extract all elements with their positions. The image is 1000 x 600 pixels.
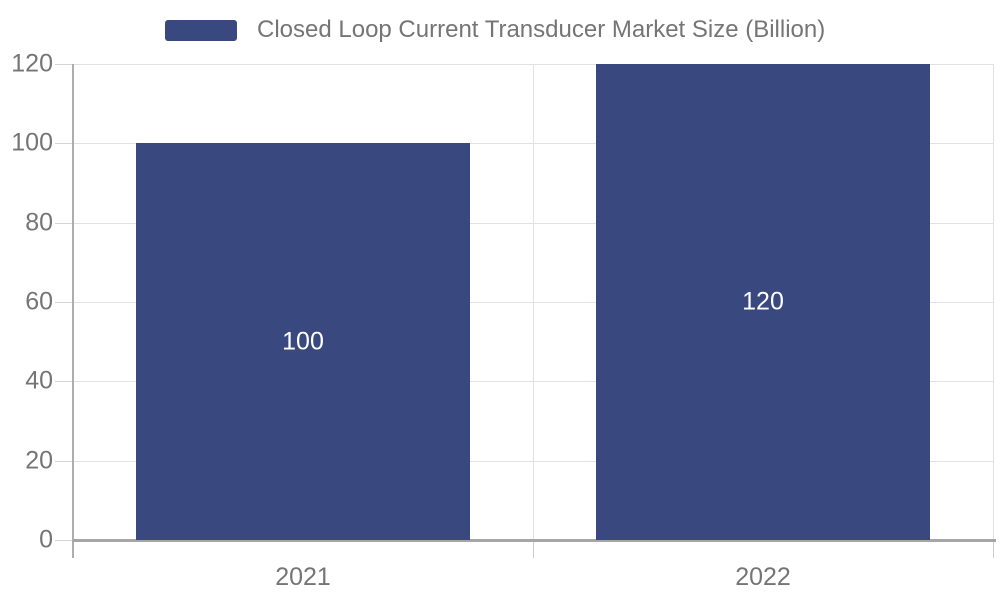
y-axis-tick: [55, 540, 73, 541]
legend-swatch[interactable]: [165, 19, 237, 41]
bar-value-label: 100: [282, 327, 324, 356]
y-axis-tick: [55, 143, 73, 145]
y-axis-tick: [55, 64, 73, 65]
y-tick-label: 20: [25, 446, 53, 475]
y-axis-tick: [55, 222, 73, 224]
y-tick-label: 80: [25, 208, 53, 237]
x-axis-tick: [993, 540, 994, 558]
bar-2022: [596, 64, 930, 540]
legend-label[interactable]: Closed Loop Current Transducer Market Si…: [257, 16, 826, 43]
y-axis-line: [72, 64, 74, 558]
x-axis-label: 2021: [275, 563, 331, 591]
bar-value-label: 120: [742, 287, 784, 316]
bar-2021: [136, 143, 470, 540]
x-axis-tick: [533, 540, 534, 558]
y-axis-tick: [55, 381, 73, 383]
y-axis-tick: [55, 460, 73, 462]
x-gridline: [993, 64, 994, 540]
x-gridline: [533, 64, 534, 540]
y-tick-label: 100: [11, 128, 53, 157]
y-tick-label: 60: [25, 287, 53, 316]
x-axis-line: [73, 539, 996, 542]
legend[interactable]: Closed Loop Current Transducer Market Si…: [165, 16, 825, 44]
y-tick-label: 40: [25, 366, 53, 395]
x-axis-label: 2022: [735, 563, 791, 591]
y-tick-label: 0: [39, 525, 53, 554]
y-axis-tick: [55, 302, 73, 303]
y-tick-label: 120: [11, 49, 53, 78]
